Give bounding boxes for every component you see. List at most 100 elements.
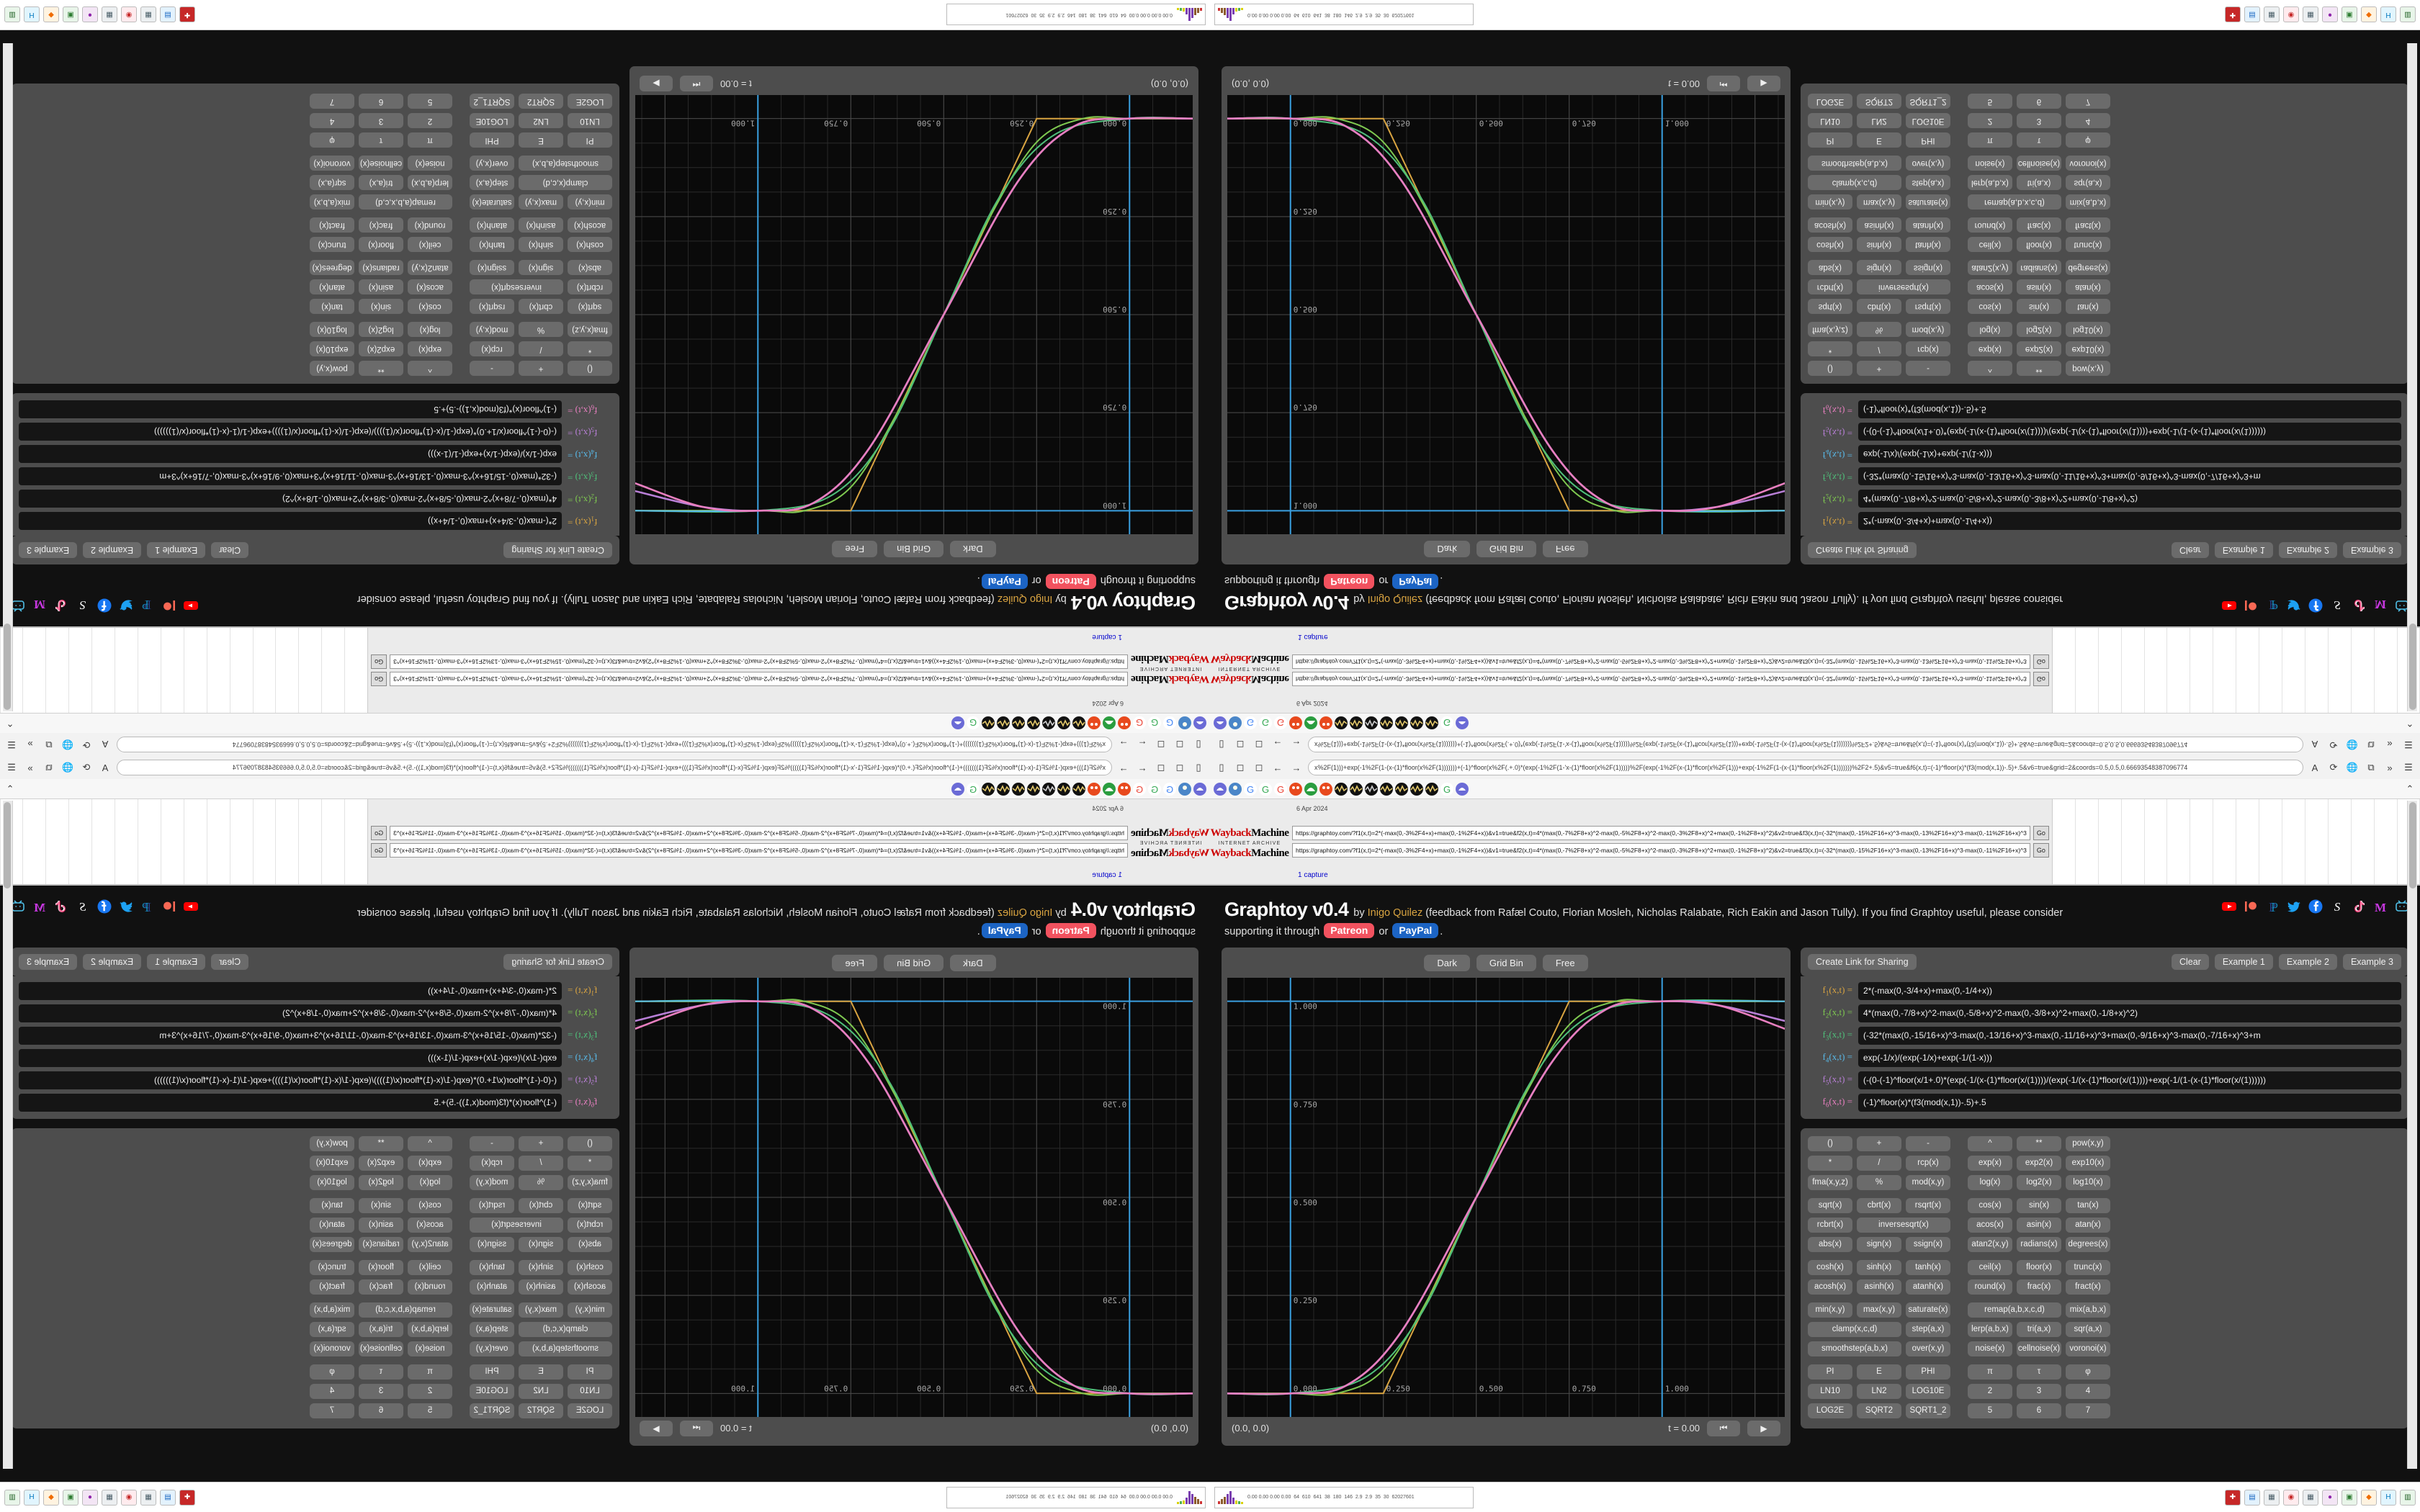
- youtube-icon[interactable]: [2221, 899, 2237, 914]
- paypal-button[interactable]: PayPal: [1392, 573, 1439, 590]
- keypad-button[interactable]: 5: [1968, 94, 2012, 109]
- keypad-button[interactable]: over(x,y): [470, 1341, 514, 1356]
- bookmark-favicon[interactable]: [1394, 782, 1409, 796]
- keypad-button[interactable]: cbrt(x): [1857, 299, 1901, 315]
- forward-arrow-icon[interactable]: →: [1291, 739, 1301, 750]
- keypad-button[interactable]: step(a,x): [470, 175, 514, 191]
- keypad-button[interactable]: τ: [2017, 1364, 2061, 1380]
- forward-arrow-icon[interactable]: →: [1119, 762, 1129, 773]
- taskbar-app-icon[interactable]: ▦: [140, 6, 156, 23]
- bookmark-favicon[interactable]: [1394, 716, 1409, 731]
- keypad-button[interactable]: sinh(x): [1857, 1259, 1901, 1275]
- keypad-button[interactable]: (): [568, 361, 612, 377]
- bookmark-favicon[interactable]: [1289, 716, 1303, 731]
- tiktok-icon[interactable]: [53, 598, 69, 613]
- keypad-button[interactable]: φ: [2066, 132, 2110, 148]
- keypad-button[interactable]: degrees(x): [310, 260, 354, 276]
- bookmark-favicon[interactable]: [1425, 782, 1439, 796]
- wayback-url-input-1[interactable]: https://graphtoy.com/?f1(x,t)=2*(-max(0,…: [1292, 672, 2030, 687]
- bookmark-favicon[interactable]: G: [1440, 782, 1454, 796]
- keypad-button[interactable]: sin(x): [2017, 1197, 2061, 1213]
- wayback-timeline[interactable]: [2051, 628, 2420, 713]
- bookmark-favicon[interactable]: [1304, 716, 1318, 731]
- keypad-button[interactable]: rcbrt(x): [1808, 279, 1852, 295]
- taskbar-app-icon[interactable]: ▥: [4, 1489, 20, 1506]
- keypad-button[interactable]: floor(x): [2017, 1259, 2061, 1275]
- keypad-button[interactable]: fract(x): [310, 1279, 354, 1295]
- keypad-button[interactable]: cellnoise(x): [359, 156, 403, 171]
- keypad-button[interactable]: log2(x): [2017, 1174, 2061, 1190]
- keypad-button[interactable]: clamp(x,c,d): [519, 175, 612, 191]
- keypad-button[interactable]: degrees(x): [2066, 1236, 2110, 1252]
- keypad-button[interactable]: LOG2E: [1808, 94, 1852, 109]
- theme-toggle-button[interactable]: Dark: [1424, 955, 1470, 972]
- bookmark-favicon[interactable]: [1026, 782, 1041, 796]
- keypad-button[interactable]: cellnoise(x): [359, 1341, 403, 1356]
- keypad-button[interactable]: sin(x): [2017, 299, 2061, 315]
- formula-input-6[interactable]: (-1)^floor(x)*(f3(mod(x,1))-.5)+.5: [19, 400, 562, 419]
- formula-input-3[interactable]: (-32*(max(0,-15/16+x)^3-max(0,-13/16+x)^…: [1858, 1026, 2401, 1045]
- tab-list-icon[interactable]: ▯: [1196, 739, 1201, 750]
- keypad-button[interactable]: lerp(a,b,x): [408, 1321, 452, 1337]
- keypad-button[interactable]: **: [359, 1135, 403, 1151]
- address-bar[interactable]: x%2F(1)))+exp(-1%2F(1-(x-(1)*floor(x%2F(…: [117, 760, 1112, 775]
- example-2-button[interactable]: Example 2: [83, 542, 142, 559]
- bookmark-favicon[interactable]: [1228, 782, 1242, 796]
- play-icon[interactable]: ▶: [640, 76, 673, 92]
- bookmark-favicon[interactable]: [1304, 782, 1318, 796]
- hamburger-menu-icon[interactable]: ☰: [2404, 762, 2413, 773]
- keypad-button[interactable]: fract(x): [310, 217, 354, 233]
- formula-input-5[interactable]: (-(0-(-1)^floor(x/1+.0)*(exp(-1/(x-(1)*f…: [19, 1071, 562, 1089]
- keypad-button[interactable]: cellnoise(x): [2017, 1341, 2061, 1356]
- keypad-button[interactable]: LN10: [1808, 113, 1852, 129]
- keypad-button[interactable]: fma(x,y,z): [1808, 1174, 1852, 1190]
- keypad-button[interactable]: 3: [359, 113, 403, 129]
- twitter-icon[interactable]: [118, 598, 134, 613]
- taskbar-app-icon[interactable]: ▤: [160, 6, 176, 23]
- keypad-button[interactable]: SQRT1_2: [470, 94, 514, 109]
- keypad-button[interactable]: lerp(a,b,x): [1968, 175, 2012, 191]
- bookmark-favicon[interactable]: [1026, 716, 1041, 731]
- keypad-button[interactable]: ceil(x): [408, 237, 452, 253]
- keypad-button[interactable]: over(x,y): [470, 156, 514, 171]
- keypad-button[interactable]: 2: [408, 1383, 452, 1399]
- keypad-button[interactable]: 4: [2066, 113, 2110, 129]
- taskbar-app-icon[interactable]: ●: [82, 1489, 98, 1506]
- keypad-button[interactable]: sin(x): [359, 299, 403, 315]
- chevron-up-icon[interactable]: ⌃: [6, 783, 14, 794]
- taskbar-app-icon[interactable]: ◉: [121, 1489, 137, 1506]
- keypad-button[interactable]: acosh(x): [568, 217, 612, 233]
- bookmark-favicon[interactable]: [1057, 782, 1071, 796]
- bookmark-favicon[interactable]: [1011, 716, 1026, 731]
- keypad-button[interactable]: LN2: [1857, 1383, 1901, 1399]
- tab-icon-2[interactable]: ◻: [1255, 762, 1263, 773]
- keypad-button[interactable]: *: [568, 1155, 612, 1171]
- keypad-button[interactable]: atan(x): [310, 279, 354, 295]
- keypad-button[interactable]: cosh(x): [1808, 1259, 1852, 1275]
- keypad-button[interactable]: acos(x): [408, 279, 452, 295]
- keypad-button[interactable]: τ: [359, 1364, 403, 1380]
- keypad-button[interactable]: 5: [408, 94, 452, 109]
- keypad-button[interactable]: max(x,y): [1857, 194, 1901, 210]
- keypad-button[interactable]: acosh(x): [1808, 217, 1852, 233]
- keypad-button[interactable]: /: [519, 341, 563, 357]
- keypad-button[interactable]: tan(x): [310, 1197, 354, 1213]
- keypad-button[interactable]: log(x): [408, 1174, 452, 1190]
- wayback-go-button-2[interactable]: Go: [2033, 654, 2049, 670]
- skip-to-start-icon[interactable]: ⏮: [1707, 76, 1740, 92]
- keypad-button[interactable]: exp10(x): [310, 1155, 354, 1171]
- keypad-button[interactable]: cbrt(x): [1857, 1197, 1901, 1213]
- bookmark-favicon[interactable]: G: [1273, 782, 1288, 796]
- tab-icon-2[interactable]: ◻: [1255, 739, 1263, 750]
- bookmark-favicon[interactable]: [1041, 716, 1056, 731]
- keypad-button[interactable]: min(x,y): [568, 194, 612, 210]
- keypad-button[interactable]: /: [1857, 341, 1901, 357]
- taskbar-app-icon[interactable]: ◉: [2283, 6, 2299, 23]
- translate-icon[interactable]: A: [102, 739, 109, 750]
- keypad-button[interactable]: **: [359, 361, 403, 377]
- taskbar-app-icon[interactable]: ▤: [2244, 1489, 2260, 1506]
- keypad-button[interactable]: atan2(x,y): [1968, 1236, 2012, 1252]
- facebook-icon[interactable]: [2308, 598, 2323, 613]
- keypad-button[interactable]: π: [1968, 132, 2012, 148]
- keypad-button[interactable]: max(x,y): [519, 1302, 563, 1318]
